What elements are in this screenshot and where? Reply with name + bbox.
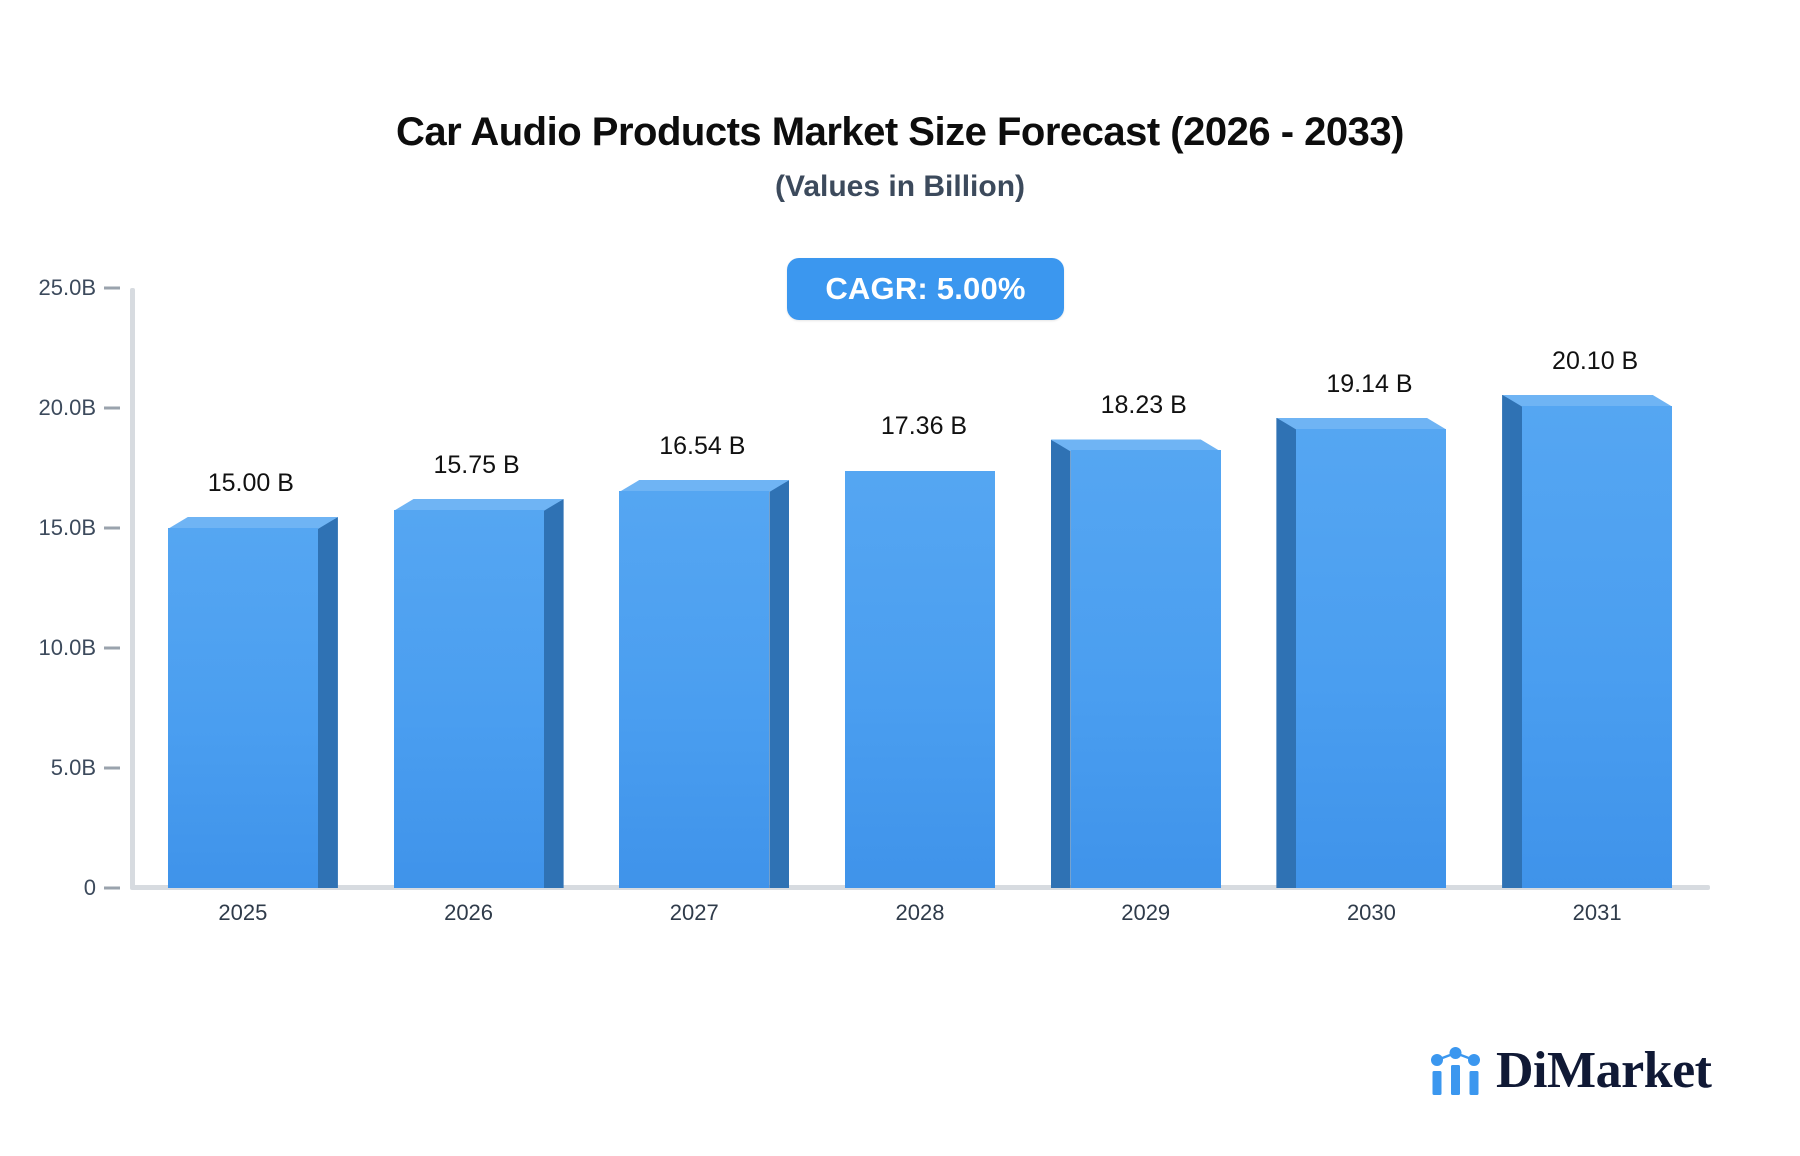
y-axis-tick-mark — [104, 886, 120, 890]
bar-top-face — [619, 480, 790, 493]
chart-subtitle: (Values in Billion) — [774, 170, 1026, 203]
y-axis-tick-mark — [104, 766, 120, 770]
x-axis-tick-label: 2031 — [1572, 900, 1622, 925]
bar-top-face — [1502, 394, 1673, 407]
y-axis-tick-label: 15.0B — [38, 515, 97, 540]
y-axis-tick-label: 20.0B — [38, 395, 97, 420]
bar-side-face — [769, 480, 790, 888]
x-axis-tick-label: 2030 — [1346, 900, 1396, 925]
bar-side-face — [1502, 394, 1523, 888]
bar-value-label: 20.10 B — [1552, 346, 1639, 375]
y-axis-tick-label: 5.0B — [50, 755, 96, 780]
x-axis-tick-label: 2029 — [1121, 900, 1171, 925]
bar-value-label: 18.23 B — [1100, 391, 1187, 420]
bar-value-label: 16.54 B — [659, 432, 746, 461]
bar-value-label: 15.00 B — [207, 469, 294, 497]
chart-title: Car Audio Products Market Size Forecast … — [396, 110, 1404, 154]
bar-front-face — [1070, 450, 1221, 888]
y-axis-tick-mark — [104, 406, 120, 410]
bar-front-face — [1296, 428, 1447, 888]
bar-top-face — [393, 499, 564, 511]
bar-front-face — [619, 491, 770, 888]
x-axis-tick-label: 2026 — [444, 900, 494, 925]
bar-front-face — [1522, 405, 1673, 888]
logo-text: DiMarket — [1496, 1042, 1712, 1099]
y-axis-tick-label: 0 — [83, 875, 96, 900]
bar-top-face — [1050, 439, 1221, 452]
bar-top-face — [1276, 417, 1447, 430]
bar-front-face — [393, 510, 544, 888]
y-axis-tick-mark — [104, 286, 120, 290]
x-axis-tick-label: 2028 — [895, 900, 945, 925]
bar-side-face — [1276, 417, 1297, 888]
y-axis-line — [130, 288, 135, 888]
x-axis-tick-label: 2025 — [218, 900, 268, 925]
y-axis-tick-label: 10.0B — [38, 635, 97, 660]
y-axis-tick-mark — [104, 526, 120, 530]
y-axis-tick-mark — [104, 646, 120, 650]
bar-front-face — [167, 528, 318, 888]
bar-chart-dots-icon — [1430, 1047, 1482, 1095]
dimarket-logo: DiMarket — [1430, 1042, 1712, 1099]
bar-value-label: 17.36 B — [880, 412, 968, 441]
cagr-badge: CAGR: 5.00% — [787, 258, 1064, 320]
y-axis-tick-label: 25.0B — [38, 275, 97, 300]
bar-value-label: 19.14 B — [1326, 369, 1413, 398]
bar-side-face — [317, 517, 338, 888]
bar-side-face — [543, 499, 564, 888]
bar-side-face — [1050, 439, 1071, 888]
bar-value-label: 15.75 B — [433, 451, 520, 479]
bar-front-face — [844, 471, 996, 888]
bar-top-face — [167, 517, 338, 529]
x-axis-tick-label: 2027 — [669, 900, 719, 925]
